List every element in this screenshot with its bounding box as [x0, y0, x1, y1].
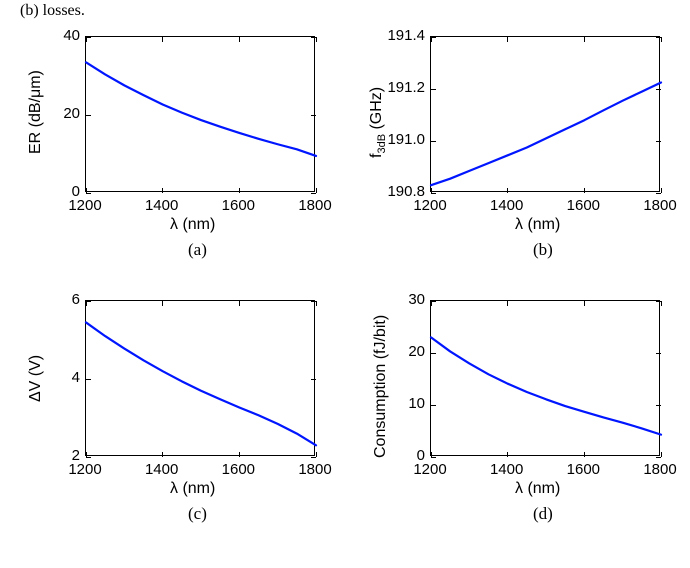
panel-caption-b: (b) — [533, 240, 553, 260]
ytick-label: 6 — [30, 291, 80, 308]
plot-box-d — [430, 300, 660, 456]
plot-box-c — [85, 300, 315, 456]
xtick-label: 1400 — [487, 197, 527, 214]
xlabel-c: λ (nm) — [170, 480, 215, 498]
xtick-label: 1400 — [487, 461, 527, 478]
figure-grid: (b) losses. 120014001600180002040λ (nm)E… — [0, 0, 690, 568]
xlabel-d: λ (nm) — [515, 480, 560, 498]
top-fragment-text: (b) losses. — [20, 2, 85, 20]
xtick-label: 1400 — [142, 461, 182, 478]
panel-caption-d: (d) — [533, 504, 553, 524]
xtick-label: 1600 — [563, 197, 603, 214]
ytick-label: 30 — [375, 291, 425, 308]
xtick-label: 1600 — [218, 461, 258, 478]
plot-box-a — [85, 36, 315, 192]
xtick-label: 1800 — [295, 197, 335, 214]
panel-caption-a: (a) — [188, 240, 207, 260]
xtick-label: 1800 — [295, 461, 335, 478]
xtick-label: 1600 — [218, 197, 258, 214]
xlabel-b: λ (nm) — [515, 216, 560, 234]
ylabel-c: ΔV (V) — [27, 355, 45, 402]
data-curve-d — [431, 301, 661, 457]
ytick-label: 40 — [30, 27, 80, 44]
ytick-label: 190.8 — [375, 183, 425, 200]
ytick-label: 191.4 — [375, 27, 425, 44]
plot-box-b — [430, 36, 660, 192]
xtick-label: 1600 — [563, 461, 603, 478]
panel-caption-c: (c) — [188, 504, 207, 524]
data-curve-c — [86, 301, 316, 457]
ytick-label: 2 — [30, 447, 80, 464]
ylabel-d: Consumption (fJ/bit) — [372, 315, 390, 458]
data-curve-b — [431, 37, 661, 193]
ylabel-b: f3dB (GHz) — [368, 87, 388, 158]
xtick-label: 1400 — [142, 197, 182, 214]
ytick-label: 0 — [30, 183, 80, 200]
data-curve-a — [86, 37, 316, 193]
ylabel-a: ER (dB/μm) — [27, 70, 45, 154]
xlabel-a: λ (nm) — [170, 216, 215, 234]
xtick-label: 1800 — [640, 197, 680, 214]
xtick-label: 1800 — [640, 461, 680, 478]
